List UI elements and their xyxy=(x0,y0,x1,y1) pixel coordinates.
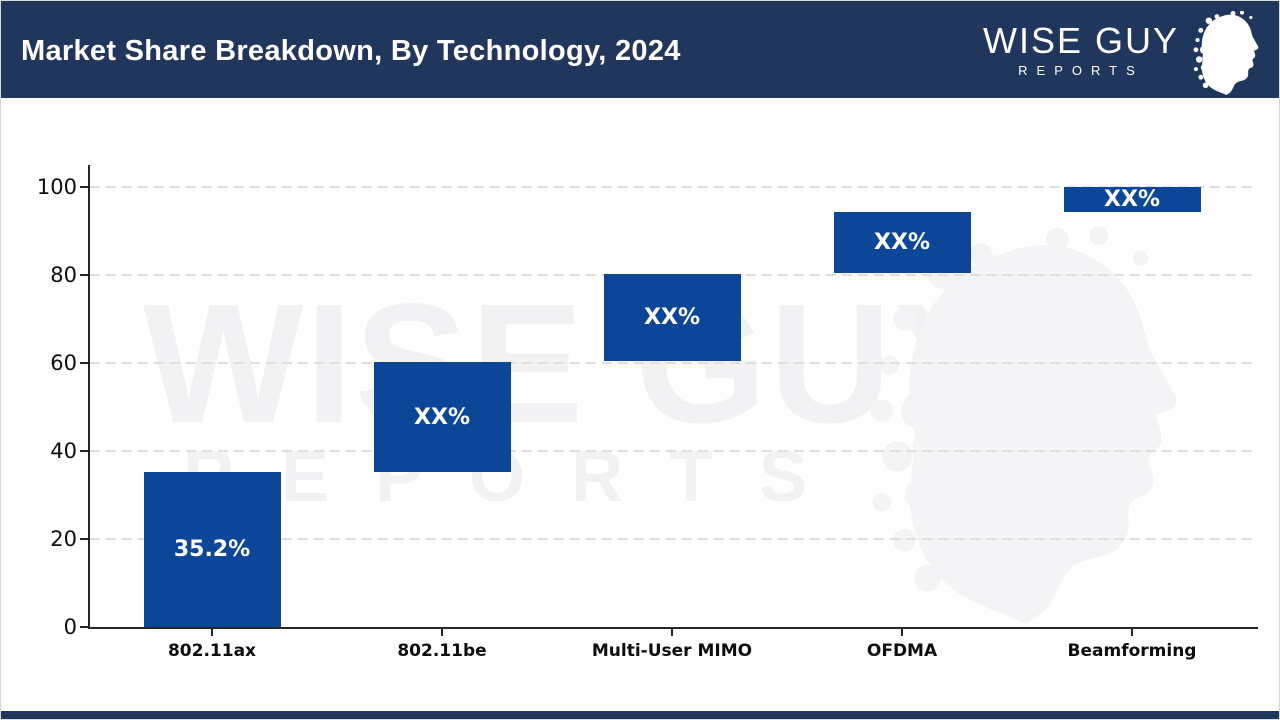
bar-Beamforming: XX% xyxy=(1063,186,1201,212)
gridline xyxy=(90,186,1258,188)
x-tick-mark xyxy=(901,629,903,636)
bar-value-label: XX% xyxy=(874,229,930,255)
dotted-head-icon xyxy=(1193,11,1259,95)
footer-bar xyxy=(1,711,1279,719)
bar-802.11ax: 35.2% xyxy=(143,472,281,627)
y-tick-mark xyxy=(80,538,88,540)
y-tick-label: 20 xyxy=(50,527,77,551)
gridline xyxy=(90,450,1258,452)
x-tick-mark xyxy=(671,629,673,636)
bar-OFDMA: XX% xyxy=(833,212,971,273)
y-tick-label: 100 xyxy=(36,175,77,199)
bar-Multi-User MIMO: XX% xyxy=(603,273,741,362)
x-category-label: OFDMA xyxy=(866,641,938,661)
x-category-label: Beamforming xyxy=(1067,641,1197,661)
bar-802.11be: XX% xyxy=(373,362,511,473)
x-tick-mark xyxy=(441,629,443,636)
y-tick-label: 60 xyxy=(50,351,77,375)
y-tick-mark xyxy=(80,362,88,364)
x-category-label: 802.11be xyxy=(397,641,487,661)
gridline xyxy=(90,362,1258,364)
y-tick-label: 80 xyxy=(50,263,77,287)
x-category-label: Multi-User MIMO xyxy=(591,641,753,661)
y-tick-mark xyxy=(80,186,88,188)
y-tick-label: 40 xyxy=(50,439,77,463)
gridline xyxy=(90,538,1258,540)
plot-region: WISE GUY REPORTS 0 20 40 60 80 100 35.2% 802.11… xyxy=(1,98,1279,713)
waterfall-chart: 0 20 40 60 80 100 35.2% 802.11ax XX% 802.11be XX% M… xyxy=(1,98,1279,713)
bar-value-label: XX% xyxy=(644,304,700,330)
y-tick-mark xyxy=(80,274,88,276)
x-tick-mark xyxy=(211,629,213,636)
chart-title: Market Share Breakdown, By Technology, 2… xyxy=(21,35,681,67)
x-axis xyxy=(88,627,1258,629)
y-tick-label: 0 xyxy=(63,615,77,639)
y-tick-mark xyxy=(80,626,88,628)
brand-name: WISE GUY xyxy=(982,20,1179,61)
x-category-label: 802.11ax xyxy=(167,641,257,661)
bar-value-label: XX% xyxy=(414,404,470,430)
header-bar: Market Share Breakdown, By Technology, 2… xyxy=(1,1,1279,98)
brand-logo: WISE GUY REPORTS xyxy=(983,7,1267,95)
brand-subtitle: REPORTS xyxy=(1018,63,1144,78)
bar-value-label: 35.2% xyxy=(173,537,251,563)
bar-value-label: XX% xyxy=(1104,186,1160,212)
y-tick-mark xyxy=(80,450,88,452)
x-tick-mark xyxy=(1131,629,1133,636)
y-axis xyxy=(88,165,90,627)
brand-wordmark: WISE GUY REPORTS xyxy=(982,20,1179,79)
